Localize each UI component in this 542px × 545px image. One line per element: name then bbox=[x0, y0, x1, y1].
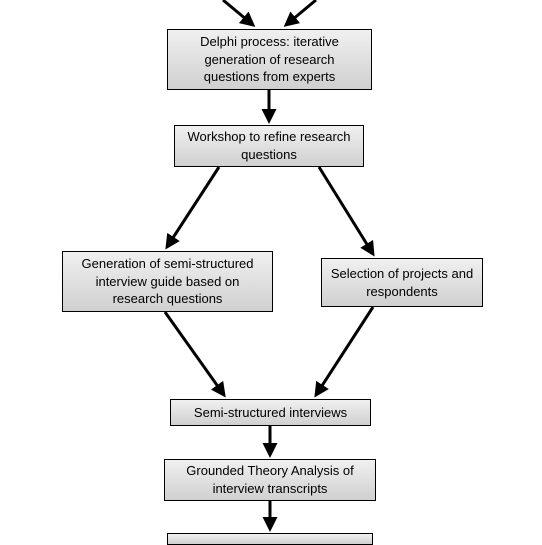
node-label: Grounded Theory Analysis of interview tr… bbox=[173, 462, 367, 497]
node-workshop: Workshop to refine research questions bbox=[174, 125, 364, 167]
node-label: Semi-structured interviews bbox=[194, 404, 347, 422]
node-label: Generation of semi-structured interview … bbox=[71, 255, 264, 308]
node-bottom bbox=[167, 533, 373, 545]
edge-arrow bbox=[167, 167, 219, 247]
edge-arrow bbox=[223, 0, 253, 25]
node-guide: Generation of semi-structured interview … bbox=[62, 251, 273, 312]
node-grounded: Grounded Theory Analysis of interview tr… bbox=[164, 459, 376, 501]
node-interviews: Semi-structured interviews bbox=[170, 399, 371, 426]
edge-arrow bbox=[286, 0, 316, 25]
node-label: Workshop to refine research questions bbox=[183, 128, 355, 163]
node-delphi: Delphi process: iterative generation of … bbox=[167, 29, 372, 90]
node-label: Selection of projects and respondents bbox=[330, 265, 474, 300]
edge-arrow bbox=[165, 312, 224, 395]
edge-arrow bbox=[319, 167, 373, 254]
node-label: Delphi process: iterative generation of … bbox=[176, 33, 363, 86]
node-selection: Selection of projects and respondents bbox=[321, 258, 483, 307]
edge-arrow bbox=[316, 307, 373, 395]
